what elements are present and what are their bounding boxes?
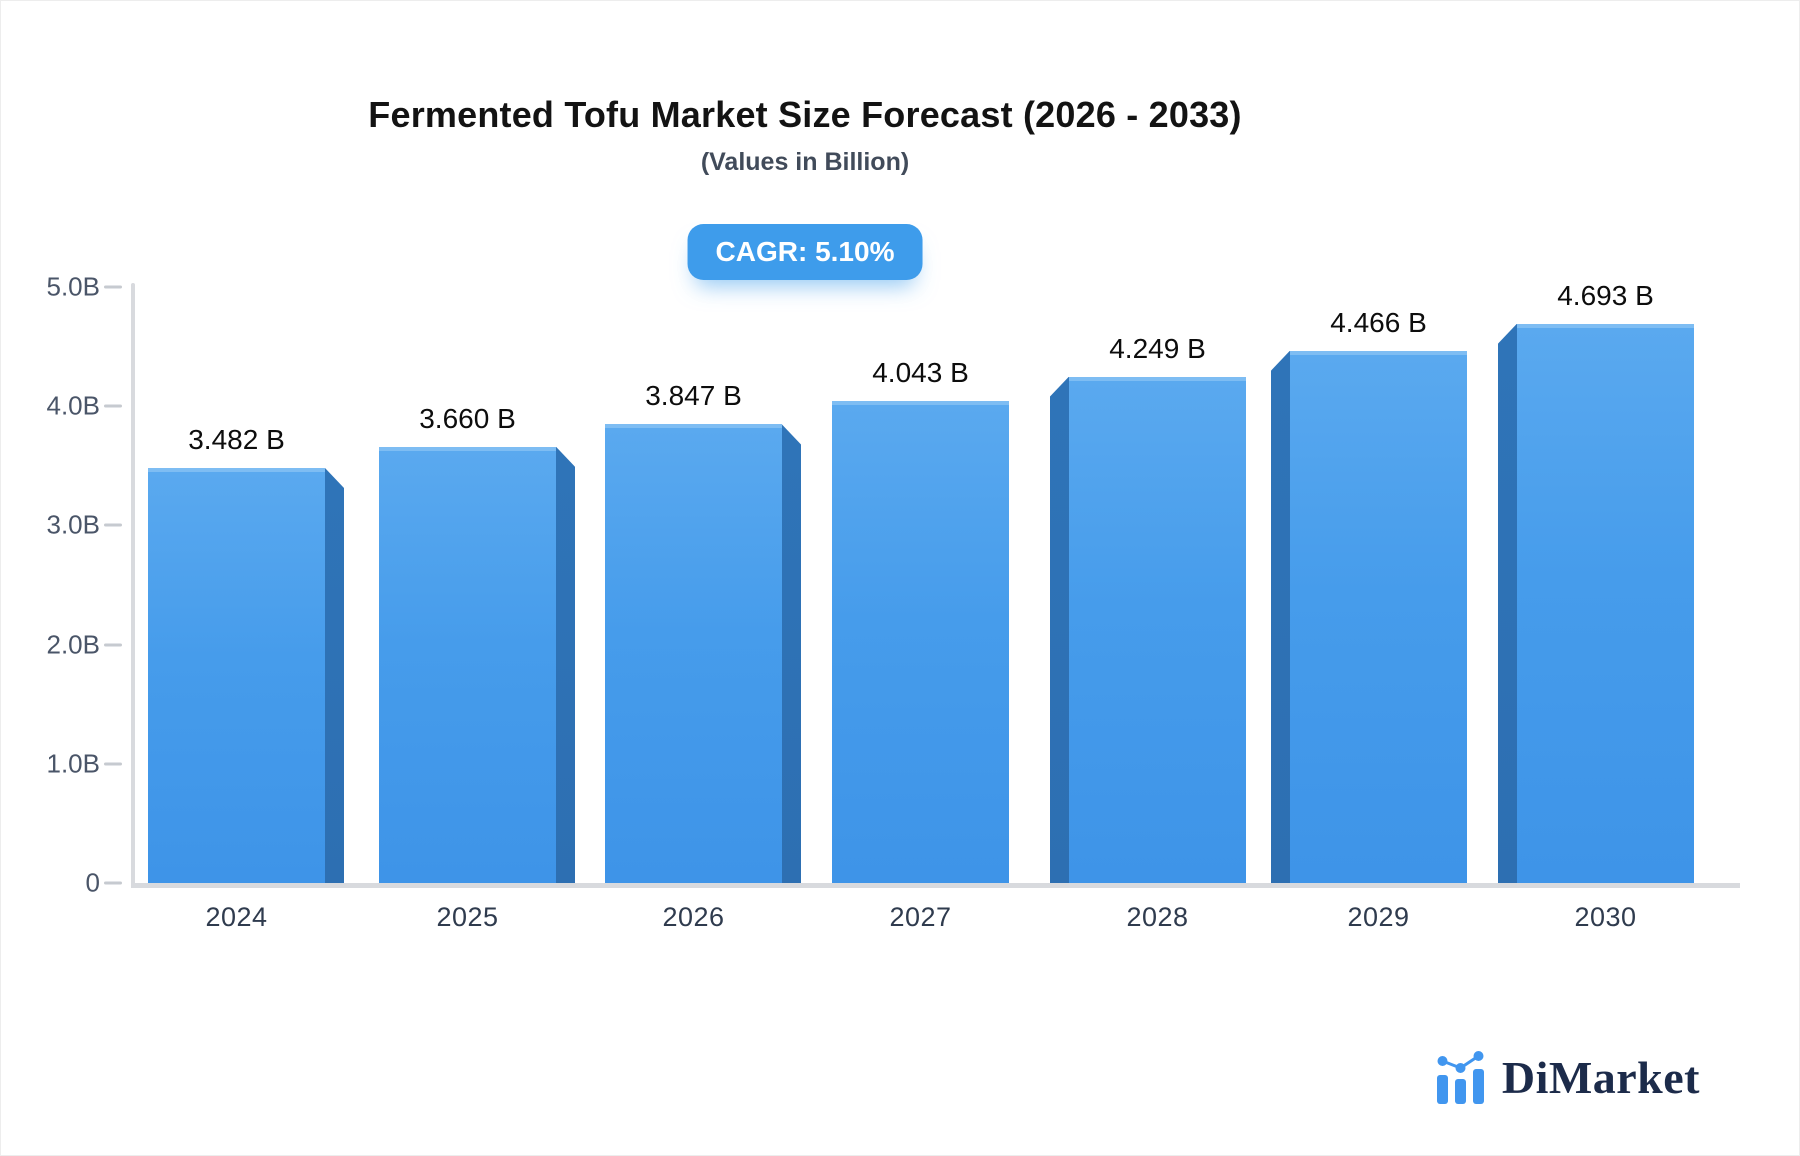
y-axis-tick-mark [104,285,122,289]
logo-text: DiMarket [1501,1051,1700,1103]
y-axis-tick-label: 3.0B [46,509,101,540]
x-axis-tick-label: 2026 [662,902,725,932]
dimarket-logo: DiMarket [1434,1048,1700,1106]
bar-chart-logo-icon [1436,1051,1484,1104]
bar-3d-side [325,467,344,883]
bar-value-label: 4.249 B [1109,332,1206,364]
x-axis-tick-label: 2027 [889,902,952,932]
x-axis-tick-label: 2030 [1574,902,1637,932]
bar-3d-side [556,446,575,883]
bar-2027 [832,401,1009,883]
chart-title: Fermented Tofu Market Size Forecast (202… [368,94,1242,135]
y-axis-tick-mark [104,643,122,647]
y-axis-tick-label: 2.0B [46,629,101,660]
chart-subtitle: (Values in Billion) [700,148,910,176]
x-axis-tick-label: 2028 [1126,902,1189,932]
bar-3d-side [782,424,801,883]
bar-value-label: 3.482 B [188,423,285,455]
bar-value-label: 4.466 B [1330,306,1427,338]
bar-2030 [1517,323,1694,883]
y-axis-tick-label: 1.0B [46,748,101,779]
y-axis-tick-mark [104,404,122,408]
bar-2024 [148,467,325,883]
bar-2025 [379,446,556,883]
bar-3d-side [1271,350,1290,883]
bar-value-label: 4.693 B [1557,279,1654,311]
bar-value-label: 4.043 B [872,357,969,389]
bar-2028 [1069,376,1246,883]
bar-3d-side [1050,376,1069,883]
bar-value-label: 3.847 B [645,380,742,412]
y-axis-tick-label: 4.0B [46,390,101,421]
bar-value-label: 3.660 B [419,402,516,434]
bar-3d-side [1498,323,1517,883]
x-axis-tick-label: 2025 [436,902,499,932]
bar-2029 [1290,350,1467,883]
cagr-badge: CAGR: 5.10% [687,224,923,280]
y-axis-tick-mark [104,762,122,766]
x-axis-line [131,883,1740,888]
y-axis-line [131,283,135,887]
x-axis-tick-label: 2029 [1347,902,1410,932]
y-axis-tick-label: 0 [85,867,100,898]
y-axis-tick-label: 5.0B [46,271,101,302]
y-axis-tick-mark [104,881,122,885]
y-axis-tick-mark [104,523,122,527]
bar-2026 [605,424,782,883]
x-axis-tick-label: 2024 [205,902,268,932]
